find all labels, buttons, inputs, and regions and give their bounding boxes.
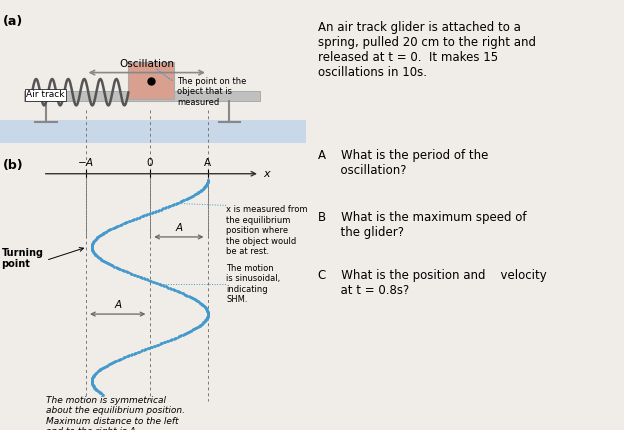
Text: A: A xyxy=(204,157,212,168)
FancyBboxPatch shape xyxy=(129,62,174,99)
FancyBboxPatch shape xyxy=(24,91,260,101)
Text: $-A$: $-A$ xyxy=(77,156,94,168)
Text: The point on the
object that is
measured: The point on the object that is measured xyxy=(157,68,246,107)
Text: A    What is the period of the
      oscillation?: A What is the period of the oscillation? xyxy=(318,149,489,177)
Text: The motion is symmetrical
about the equilibrium position.
Maximum distance to th: The motion is symmetrical about the equi… xyxy=(46,396,185,430)
Text: C    What is the position and    velocity
      at t = 0.8s?: C What is the position and velocity at t… xyxy=(318,269,547,297)
Text: A: A xyxy=(175,223,182,233)
Text: 0: 0 xyxy=(147,157,153,168)
Text: Air track: Air track xyxy=(26,90,64,99)
Text: x: x xyxy=(263,169,270,179)
FancyBboxPatch shape xyxy=(0,120,306,143)
Text: B    What is the maximum speed of
      the glider?: B What is the maximum speed of the glide… xyxy=(318,211,527,239)
Text: (b): (b) xyxy=(3,159,24,172)
Text: x is measured from
the equilibrium
position where
the object would
be at rest.: x is measured from the equilibrium posit… xyxy=(227,206,308,256)
Text: A: A xyxy=(114,300,121,310)
Text: (a): (a) xyxy=(3,15,23,28)
Text: Oscillation: Oscillation xyxy=(119,59,174,69)
Text: An air track glider is attached to a
spring, pulled 20 cm to the right and
relea: An air track glider is attached to a spr… xyxy=(318,21,536,79)
Text: The motion
is sinusoidal,
indicating
SHM.: The motion is sinusoidal, indicating SHM… xyxy=(227,264,281,304)
Text: Turning
point: Turning point xyxy=(1,248,44,269)
